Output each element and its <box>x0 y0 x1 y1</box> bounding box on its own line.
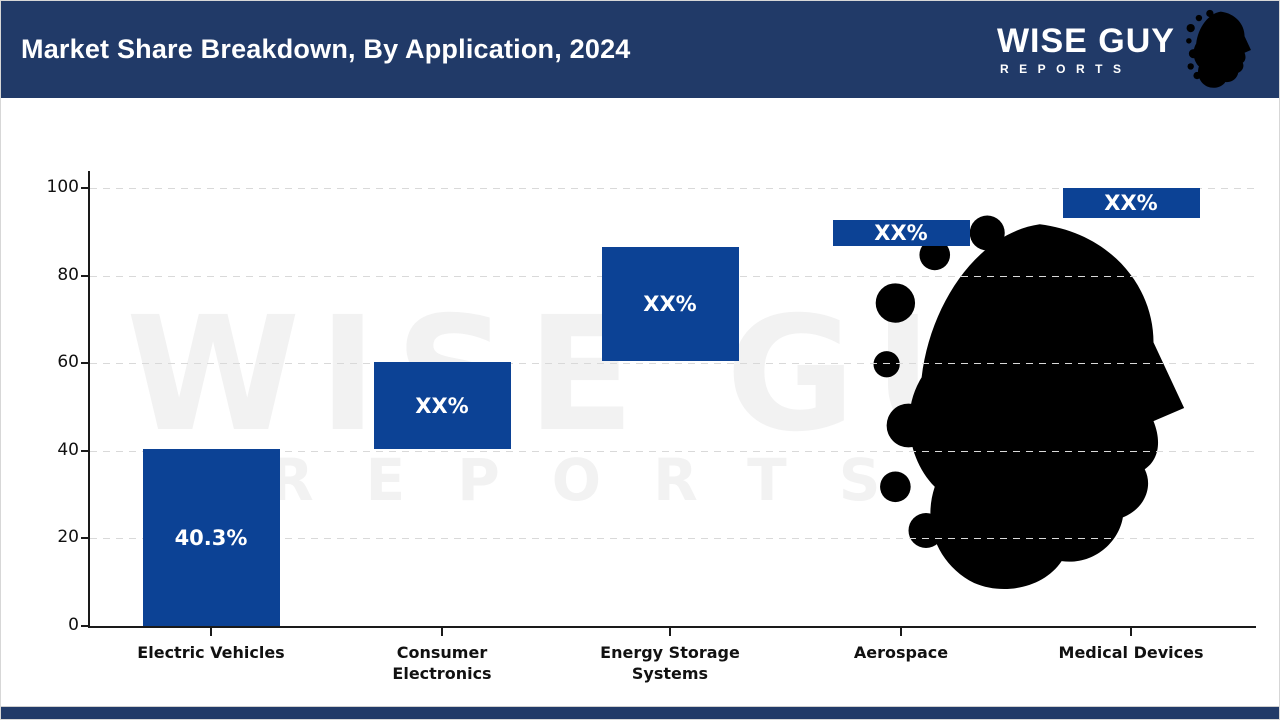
x-label-line: Electric Vehicles <box>137 643 285 662</box>
x-label-line: Electronics <box>392 663 492 683</box>
bar-energy-storage-systems: XX% <box>601 247 739 361</box>
gridline-40 <box>90 450 1256 452</box>
gridline-20 <box>90 538 1256 540</box>
y-tick-label-20: 20 <box>57 527 79 548</box>
page-title: Market Share Breakdown, By Application, … <box>21 34 631 64</box>
x-label-line: Consumer <box>396 643 488 662</box>
x-label-line: Aerospace <box>853 643 949 662</box>
y-tick-label-80: 80 <box>57 264 79 285</box>
x-label-energy-storage-systems: Energy Storage Systems <box>555 643 785 685</box>
y-tick-label-60: 60 <box>57 352 79 373</box>
bar-value-label: XX% <box>1104 190 1158 215</box>
x-label-line: Systems <box>631 663 709 683</box>
bar-value-label: 40.3% <box>174 525 248 550</box>
bar-value-label: XX% <box>415 393 469 418</box>
y-tick-label-0: 0 <box>68 615 79 635</box>
x-label-electric-vehicles: Electric Vehicles <box>96 643 326 664</box>
x-tick-electric-vehicles <box>210 628 212 636</box>
footer-bar <box>1 706 1279 719</box>
bar-aerospace: XX% <box>832 219 970 246</box>
bar-value-label: XX% <box>874 220 928 245</box>
gridline-100 <box>90 188 1256 189</box>
y-axis <box>88 171 90 628</box>
bar-electric-vehicles: 40.3% <box>142 449 280 626</box>
y-tick-100 <box>81 187 88 189</box>
y-tick-60 <box>81 362 88 365</box>
x-label-line: Energy Storage <box>600 643 740 662</box>
x-tick-medical-devices <box>1130 628 1132 636</box>
y-tick-80 <box>81 274 88 277</box>
chart-area: WISE GUY REPORTS 0 20 40 60 80 100 40.3% XX% XX%… <box>1 98 1279 708</box>
y-tick-0 <box>81 625 88 627</box>
x-tick-aerospace <box>900 628 902 636</box>
bar-consumer-electronics: XX% <box>373 361 511 450</box>
header-bar: Market Share Breakdown, By Application, … <box>1 1 1279 98</box>
dotted-head-profile-icon <box>1186 9 1251 88</box>
gridline-60 <box>90 363 1256 365</box>
x-tick-energy-storage-systems <box>669 628 671 636</box>
y-tick-label-40: 40 <box>57 439 79 460</box>
x-tick-consumer-electronics <box>441 628 443 636</box>
watermark-head-icon <box>873 215 1185 590</box>
x-label-aerospace: Aerospace <box>786 643 1016 664</box>
x-label-medical-devices: Medical Devices <box>1016 643 1246 664</box>
bar-value-label: XX% <box>643 292 697 317</box>
logo-text: WISE GUY REPORTS <box>997 24 1175 75</box>
logo-subtitle: REPORTS <box>999 62 1132 76</box>
wise-guy-reports-logo: WISE GUY REPORTS <box>997 8 1261 92</box>
watermark-reports: REPORTS <box>269 446 933 514</box>
x-label-line: Medical Devices <box>1058 643 1204 662</box>
y-tick-label-100: 100 <box>46 177 79 197</box>
logo-wordmark: WISE GUY <box>996 22 1175 60</box>
x-axis <box>88 626 1256 628</box>
bar-medical-devices: XX% <box>1062 188 1200 218</box>
x-label-consumer-electronics: Consumer Electronics <box>327 643 557 685</box>
y-tick-20 <box>81 537 88 540</box>
y-tick-40 <box>81 449 88 452</box>
